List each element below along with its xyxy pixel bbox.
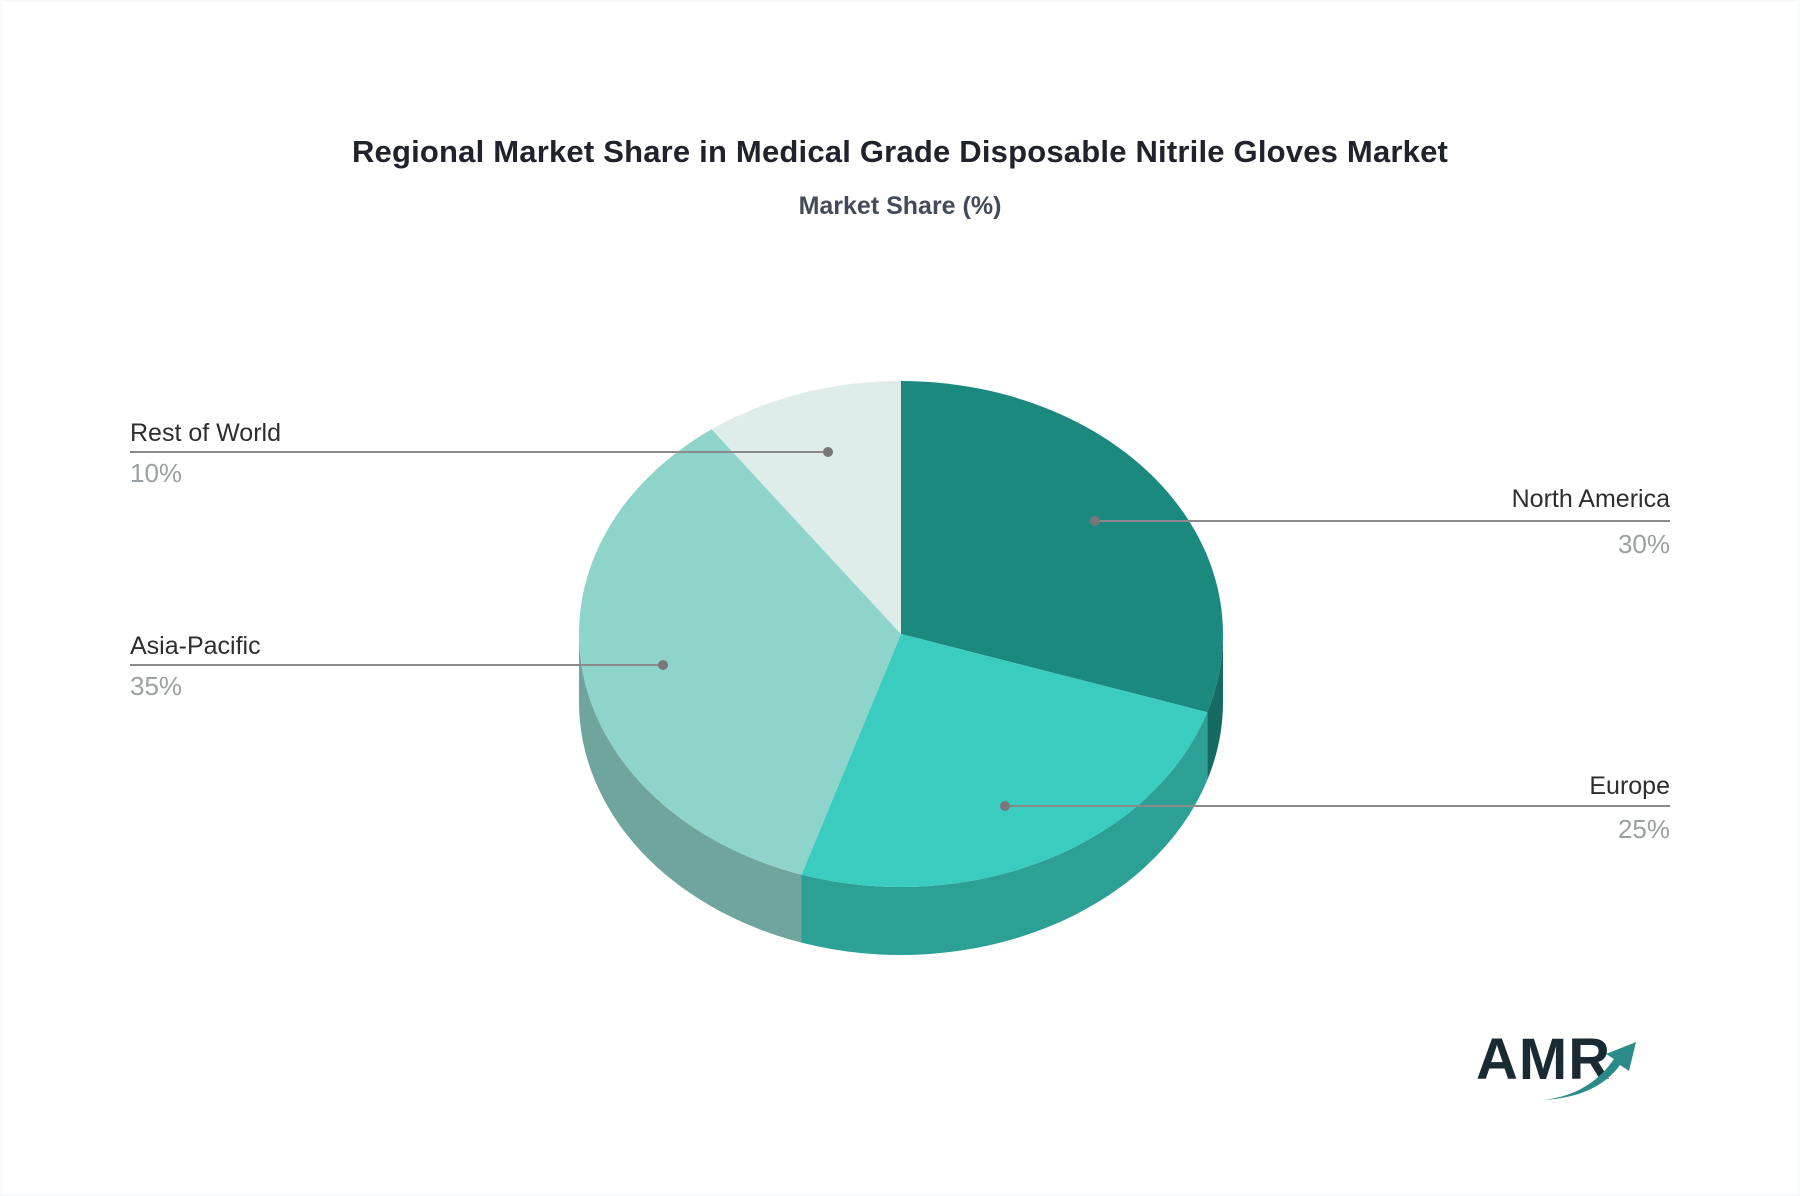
leader-line-north-america bbox=[1095, 520, 1670, 522]
leader-dot-europe bbox=[1000, 801, 1010, 811]
callout-value-rest-of-world: 10% bbox=[130, 458, 183, 488]
chart-subtitle: Market Share (%) bbox=[798, 192, 1002, 220]
callout-value-asia-pacific: 35% bbox=[130, 671, 183, 701]
leader-dot-asia-pacific bbox=[658, 660, 668, 670]
leader-dot-north-america bbox=[1090, 516, 1100, 526]
callout-label-rest-of-world: Rest of World bbox=[130, 419, 281, 447]
leader-dot-rest-of-world bbox=[823, 447, 833, 457]
callout-label-europe: Europe bbox=[1589, 772, 1670, 800]
leader-line-asia-pacific bbox=[130, 664, 663, 666]
trending-up-arrow-icon bbox=[1544, 1042, 1636, 1100]
amr-logo-text: AMR bbox=[1476, 1027, 1612, 1092]
callout-label-asia-pacific: Asia-Pacific bbox=[130, 632, 261, 660]
callout-value-north-america: 30% bbox=[1617, 529, 1670, 559]
callout-value-europe: 25% bbox=[1617, 814, 1670, 844]
leader-line-rest-of-world bbox=[130, 451, 828, 453]
chart-title: Regional Market Share in Medical Grade D… bbox=[351, 134, 1449, 169]
leader-line-europe bbox=[1005, 805, 1670, 807]
amr-logo: AMR bbox=[1476, 1028, 1676, 1118]
callout-label-north-america: North America bbox=[1511, 485, 1670, 513]
